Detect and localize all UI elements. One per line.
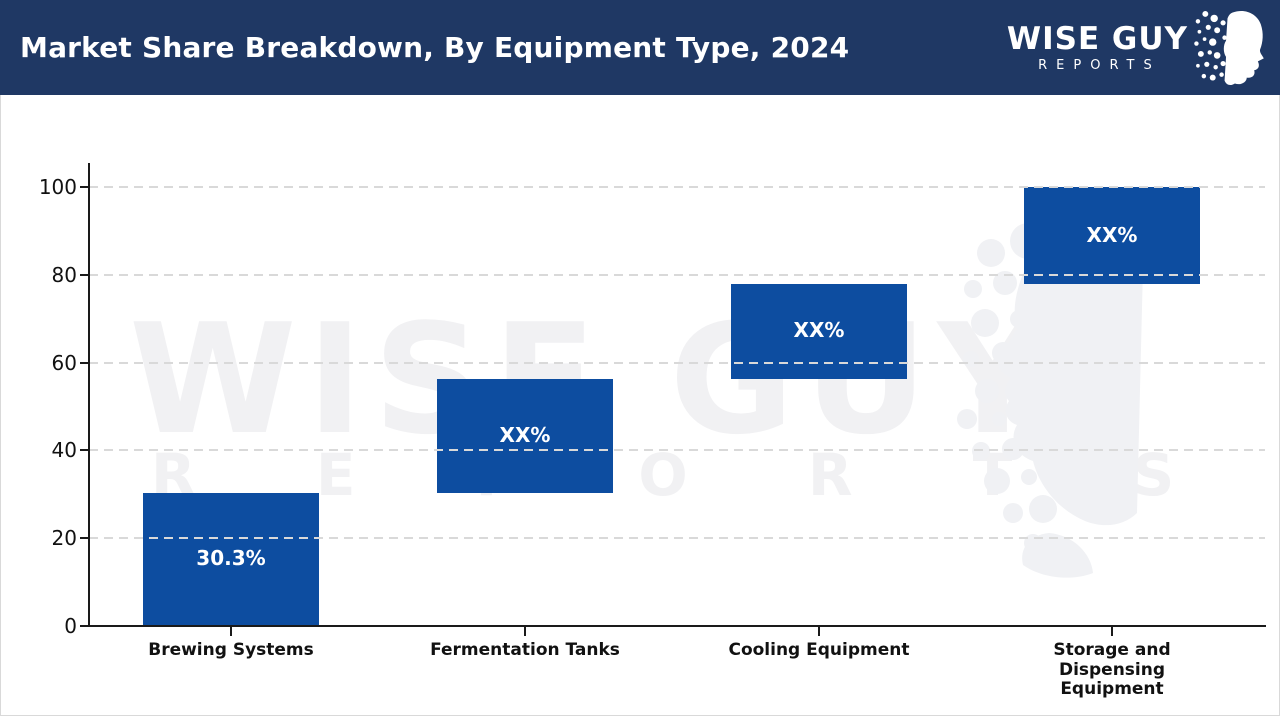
y-tick-60 — [80, 361, 89, 364]
x-category-label: Brewing Systems — [111, 640, 351, 661]
y-tick-label-40: 40 — [51, 438, 77, 463]
x-category-label-line: Fermentation Tanks — [430, 640, 620, 660]
y-tick-label-20: 20 — [51, 526, 77, 551]
y-tick-label-80: 80 — [51, 262, 77, 287]
y-tick-100 — [80, 186, 89, 188]
logo-wordmark-line1: WISE GUY — [1006, 20, 1188, 57]
bar-value-label: XX% — [499, 422, 551, 447]
watermark-face-icon — [957, 223, 1143, 578]
x-category-label-line: Dispensing — [1058, 659, 1166, 680]
x-tick-3 — [1111, 627, 1113, 636]
y-tick-40 — [80, 449, 89, 452]
y-tick-label-0: 0 — [64, 614, 77, 638]
gridline-80 — [89, 273, 1265, 276]
x-category-label: Storage and Dispensing Equipment — [992, 640, 1232, 700]
y-tick-label-100: 100 — [38, 175, 77, 199]
logo: WISE GUY REPORTS — [1007, 8, 1266, 88]
bar-value-label: 30.3% — [196, 546, 266, 571]
chart-canvas: WISE GUY R E P O R T S 0 20 40 60 80 100 30.3%… — [0, 95, 1280, 716]
bar-value-label: XX% — [793, 318, 845, 343]
header: Market Share Breakdown, By Equipment Typ… — [0, 0, 1280, 95]
x-axis-line — [88, 625, 1266, 627]
y-tick-0 — [80, 625, 89, 627]
x-tick-1 — [524, 627, 526, 636]
bar-fermentation-tanks — [437, 378, 613, 493]
x-category-label-line: Equipment — [1060, 679, 1164, 699]
y-tick-80 — [80, 273, 89, 276]
y-axis-line — [88, 163, 90, 627]
bar-storage-and-dispensing-equipment — [1024, 187, 1200, 285]
x-tick-2 — [818, 627, 820, 636]
gridline-40 — [89, 449, 1265, 452]
gridline-100 — [89, 186, 1265, 188]
gridline-60 — [89, 361, 1265, 364]
x-tick-0 — [230, 627, 232, 636]
logo-wordmark: WISE GUY REPORTS — [1006, 20, 1188, 73]
bar-value-label: XX% — [1086, 222, 1138, 247]
y-tick-20 — [80, 537, 89, 540]
x-category-label-line: Cooling Equipment — [728, 640, 910, 660]
x-category-label-line: Storage and — [1053, 640, 1171, 660]
x-category-label: Cooling Equipment — [699, 640, 939, 661]
logo-wordmark-line2: REPORTS — [1038, 57, 1161, 73]
bar-brewing-systems — [143, 492, 319, 626]
y-tick-label-60: 60 — [51, 350, 77, 375]
gridline-20 — [89, 537, 1265, 540]
x-category-label: Fermentation Tanks — [405, 640, 645, 661]
logo-face-icon — [1194, 10, 1264, 85]
x-category-label-line: Brewing Systems — [148, 640, 314, 660]
page-title: Market Share Breakdown, By Equipment Typ… — [20, 31, 850, 64]
